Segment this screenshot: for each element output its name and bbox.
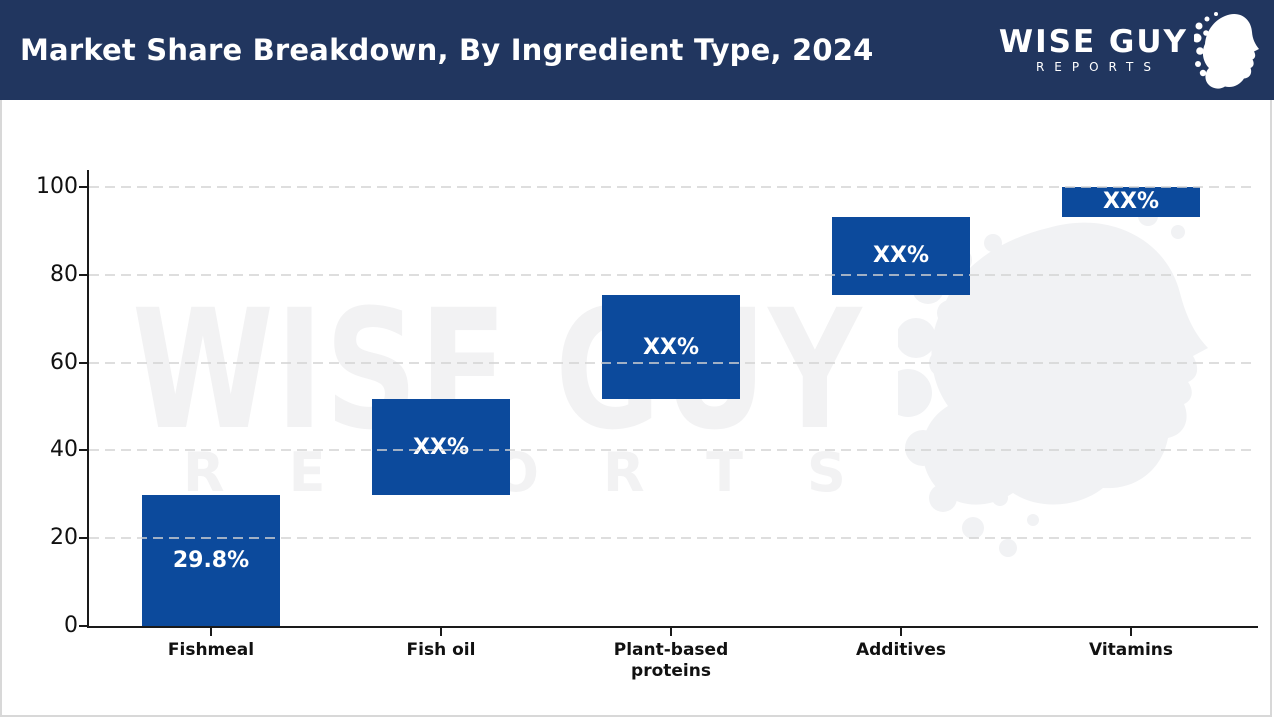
x-tick-mark xyxy=(210,628,212,636)
dotted-face-profile-icon xyxy=(1194,12,1259,89)
y-tick-label: 0 xyxy=(64,613,78,638)
bar-value-label: 29.8% xyxy=(172,548,250,574)
x-axis-line xyxy=(87,626,1258,628)
bar-value-label: XX% xyxy=(1103,189,1159,215)
bar-fish-oil: XX% xyxy=(372,399,510,496)
x-tick-mark xyxy=(440,628,442,636)
x-category-label: Fish oil xyxy=(406,640,476,660)
x-category-label: Additives xyxy=(855,640,946,660)
x-tick-mark xyxy=(1130,628,1132,636)
y-axis-line xyxy=(87,170,89,628)
y-tick-label: 40 xyxy=(50,437,78,463)
x-tick-mark xyxy=(670,628,672,636)
bar-value-label: XX% xyxy=(413,434,469,460)
y-gridline xyxy=(89,273,1256,276)
logo-line1: WISE GUY xyxy=(998,23,1188,60)
y-tick-mark xyxy=(79,537,88,540)
page-frame-border xyxy=(0,100,1272,717)
x-category-label: Fishmeal xyxy=(167,640,255,660)
bar-fishmeal: 29.8% xyxy=(142,495,280,626)
y-gridline xyxy=(89,449,1256,452)
logo-line2: REPORTS xyxy=(1035,60,1161,75)
header-bar: Market Share Breakdown, By Ingredient Ty… xyxy=(0,0,1274,100)
y-tick-mark xyxy=(79,361,88,364)
x-category-label: Vitamins xyxy=(1088,640,1174,660)
y-tick-mark xyxy=(79,273,88,276)
y-gridline xyxy=(89,537,1256,540)
y-tick-label: 100 xyxy=(36,174,78,199)
bar-value-label: XX% xyxy=(643,334,699,360)
chart-title: Market Share Breakdown, By Ingredient Ty… xyxy=(20,33,874,67)
y-tick-mark xyxy=(79,625,88,627)
y-tick-label: 20 xyxy=(50,525,78,551)
x-category-label: Plant-based proteins xyxy=(613,640,729,681)
bar-value-label: XX% xyxy=(873,243,929,269)
bar-vitamins: XX% xyxy=(1062,187,1200,217)
y-gridline xyxy=(89,186,1256,188)
watermark-line2: REPORTS xyxy=(183,441,910,504)
y-tick-mark xyxy=(79,449,88,452)
bar-plant-based-proteins: XX% xyxy=(602,294,740,400)
wiseguy-logo: WISE GUY REPORTS xyxy=(999,8,1260,92)
y-gridline xyxy=(89,361,1256,364)
y-tick-label: 60 xyxy=(50,349,78,375)
y-tick-label: 80 xyxy=(50,261,78,287)
logo-wordmark: WISE GUY REPORTS xyxy=(999,26,1188,75)
y-tick-mark xyxy=(79,186,88,188)
bar-additives: XX% xyxy=(832,216,970,295)
x-tick-mark xyxy=(900,628,902,636)
